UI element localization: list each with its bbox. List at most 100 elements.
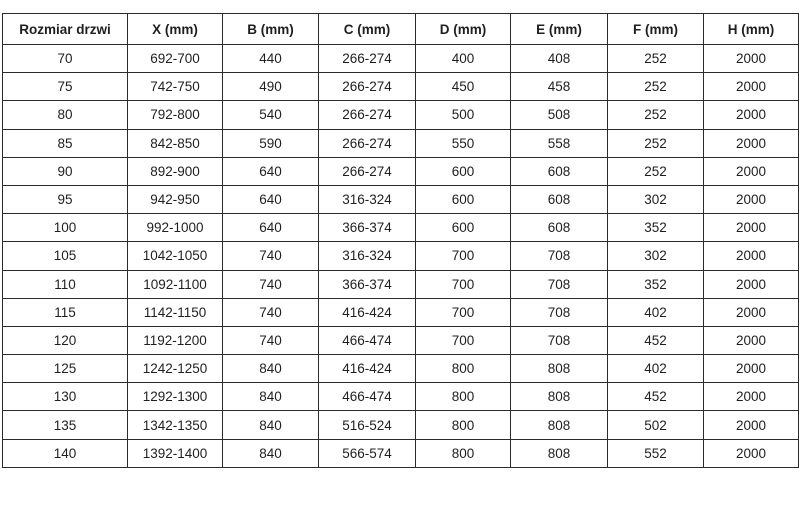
table-cell: 2000 bbox=[703, 354, 799, 384]
table-cell: 2000 bbox=[703, 410, 799, 440]
table-cell: 130 bbox=[2, 382, 128, 412]
table-row: 115 1142-1150 740 416-424 700 708 402 2000 bbox=[2, 297, 799, 327]
table-cell: 892-900 bbox=[127, 156, 223, 186]
column-header-rozmiar-drzwi: Rozmiar drzwi bbox=[2, 13, 128, 45]
table-cell: 2000 bbox=[703, 184, 799, 215]
table-cell: 640 bbox=[222, 184, 319, 215]
table-cell: 352 bbox=[607, 213, 704, 243]
table-cell: 1242-1250 bbox=[127, 354, 223, 384]
table-cell: 566-574 bbox=[318, 438, 416, 468]
table-cell: 700 bbox=[415, 297, 511, 327]
table-cell: 742-750 bbox=[127, 72, 223, 102]
table-cell: 252 bbox=[607, 100, 704, 130]
table-cell: 408 bbox=[510, 43, 608, 74]
table-cell: 452 bbox=[607, 325, 704, 356]
table-cell: 640 bbox=[222, 156, 319, 186]
column-header-x: X (mm) bbox=[127, 13, 223, 45]
table-cell: 266-274 bbox=[318, 156, 416, 186]
table-cell: 450 bbox=[415, 72, 511, 102]
table-cell: 110 bbox=[2, 269, 128, 299]
table-cell: 808 bbox=[510, 410, 608, 440]
table-row: 100 992-1000 640 366-374 600 608 352 2000 bbox=[2, 213, 799, 243]
table-cell: 792-800 bbox=[127, 100, 223, 130]
table-row: 130 1292-1300 840 466-474 800 808 452 2000 bbox=[2, 382, 799, 412]
table-cell: 458 bbox=[510, 72, 608, 102]
table-cell: 740 bbox=[222, 269, 319, 299]
column-header-h: H (mm) bbox=[703, 13, 799, 45]
table-cell: 600 bbox=[415, 213, 511, 243]
table-cell: 440 bbox=[222, 43, 319, 74]
table-cell: 252 bbox=[607, 72, 704, 102]
table-cell: 416-424 bbox=[318, 354, 416, 384]
table-cell: 692-700 bbox=[127, 43, 223, 74]
table-cell: 708 bbox=[510, 325, 608, 356]
table-cell: 840 bbox=[222, 438, 319, 468]
table-cell: 452 bbox=[607, 382, 704, 412]
table-cell: 550 bbox=[415, 128, 511, 158]
table-row: 140 1392-1400 840 566-574 800 808 552 2000 bbox=[2, 438, 799, 468]
table-cell: 808 bbox=[510, 438, 608, 468]
table-cell: 708 bbox=[510, 241, 608, 271]
table-cell: 800 bbox=[415, 382, 511, 412]
column-header-b: B (mm) bbox=[222, 13, 319, 45]
size-table-container: Rozmiar drzwi X (mm) B (mm) C (mm) D (mm… bbox=[2, 13, 799, 468]
table-cell: 502 bbox=[607, 410, 704, 440]
table-cell: 808 bbox=[510, 354, 608, 384]
table-cell: 316-324 bbox=[318, 184, 416, 215]
table-cell: 552 bbox=[607, 438, 704, 468]
column-header-e: E (mm) bbox=[510, 13, 608, 45]
table-cell: 135 bbox=[2, 410, 128, 440]
table-body: 70 692-700 440 266-274 400 408 252 2000 75 742-75… bbox=[2, 43, 799, 468]
table-cell: 2000 bbox=[703, 382, 799, 412]
table-cell: 708 bbox=[510, 269, 608, 299]
table-cell: 800 bbox=[415, 410, 511, 440]
table-cell: 590 bbox=[222, 128, 319, 158]
table-cell: 800 bbox=[415, 438, 511, 468]
table-cell: 70 bbox=[2, 43, 128, 74]
table-cell: 2000 bbox=[703, 43, 799, 74]
table-cell: 140 bbox=[2, 438, 128, 468]
table-cell: 490 bbox=[222, 72, 319, 102]
table-cell: 740 bbox=[222, 241, 319, 271]
table-row: 105 1042-1050 740 316-324 700 708 302 2000 bbox=[2, 241, 799, 271]
table-cell: 75 bbox=[2, 72, 128, 102]
table-cell: 740 bbox=[222, 297, 319, 327]
table-cell: 700 bbox=[415, 241, 511, 271]
table-cell: 2000 bbox=[703, 100, 799, 130]
table-cell: 252 bbox=[607, 156, 704, 186]
table-cell: 1392-1400 bbox=[127, 438, 223, 468]
table-row: 135 1342-1350 840 516-524 800 808 502 2000 bbox=[2, 410, 799, 440]
table-cell: 800 bbox=[415, 354, 511, 384]
table-cell: 2000 bbox=[703, 72, 799, 102]
table-cell: 402 bbox=[607, 297, 704, 327]
table-cell: 608 bbox=[510, 184, 608, 215]
table-cell: 840 bbox=[222, 410, 319, 440]
column-header-d: D (mm) bbox=[415, 13, 511, 45]
table-cell: 366-374 bbox=[318, 269, 416, 299]
table-row: 110 1092-1100 740 366-374 700 708 352 2000 bbox=[2, 269, 799, 299]
table-cell: 466-474 bbox=[318, 325, 416, 356]
table-cell: 600 bbox=[415, 184, 511, 215]
table-row: 85 842-850 590 266-274 550 558 252 2000 bbox=[2, 128, 799, 158]
table-cell: 2000 bbox=[703, 325, 799, 356]
table-cell: 508 bbox=[510, 100, 608, 130]
table-cell: 2000 bbox=[703, 241, 799, 271]
table-cell: 608 bbox=[510, 156, 608, 186]
table-cell: 100 bbox=[2, 213, 128, 243]
door-size-table: Rozmiar drzwi X (mm) B (mm) C (mm) D (mm… bbox=[2, 13, 799, 468]
table-cell: 400 bbox=[415, 43, 511, 74]
table-cell: 1092-1100 bbox=[127, 269, 223, 299]
table-cell: 266-274 bbox=[318, 128, 416, 158]
table-cell: 115 bbox=[2, 297, 128, 327]
table-cell: 266-274 bbox=[318, 43, 416, 74]
table-cell: 302 bbox=[607, 241, 704, 271]
table-cell: 840 bbox=[222, 354, 319, 384]
table-cell: 700 bbox=[415, 325, 511, 356]
table-header-row: Rozmiar drzwi X (mm) B (mm) C (mm) D (mm… bbox=[2, 13, 799, 45]
table-cell: 1342-1350 bbox=[127, 410, 223, 440]
table-row: 75 742-750 490 266-274 450 458 252 2000 bbox=[2, 72, 799, 102]
table-cell: 2000 bbox=[703, 297, 799, 327]
table-cell: 302 bbox=[607, 184, 704, 215]
table-cell: 2000 bbox=[703, 213, 799, 243]
table-cell: 640 bbox=[222, 213, 319, 243]
